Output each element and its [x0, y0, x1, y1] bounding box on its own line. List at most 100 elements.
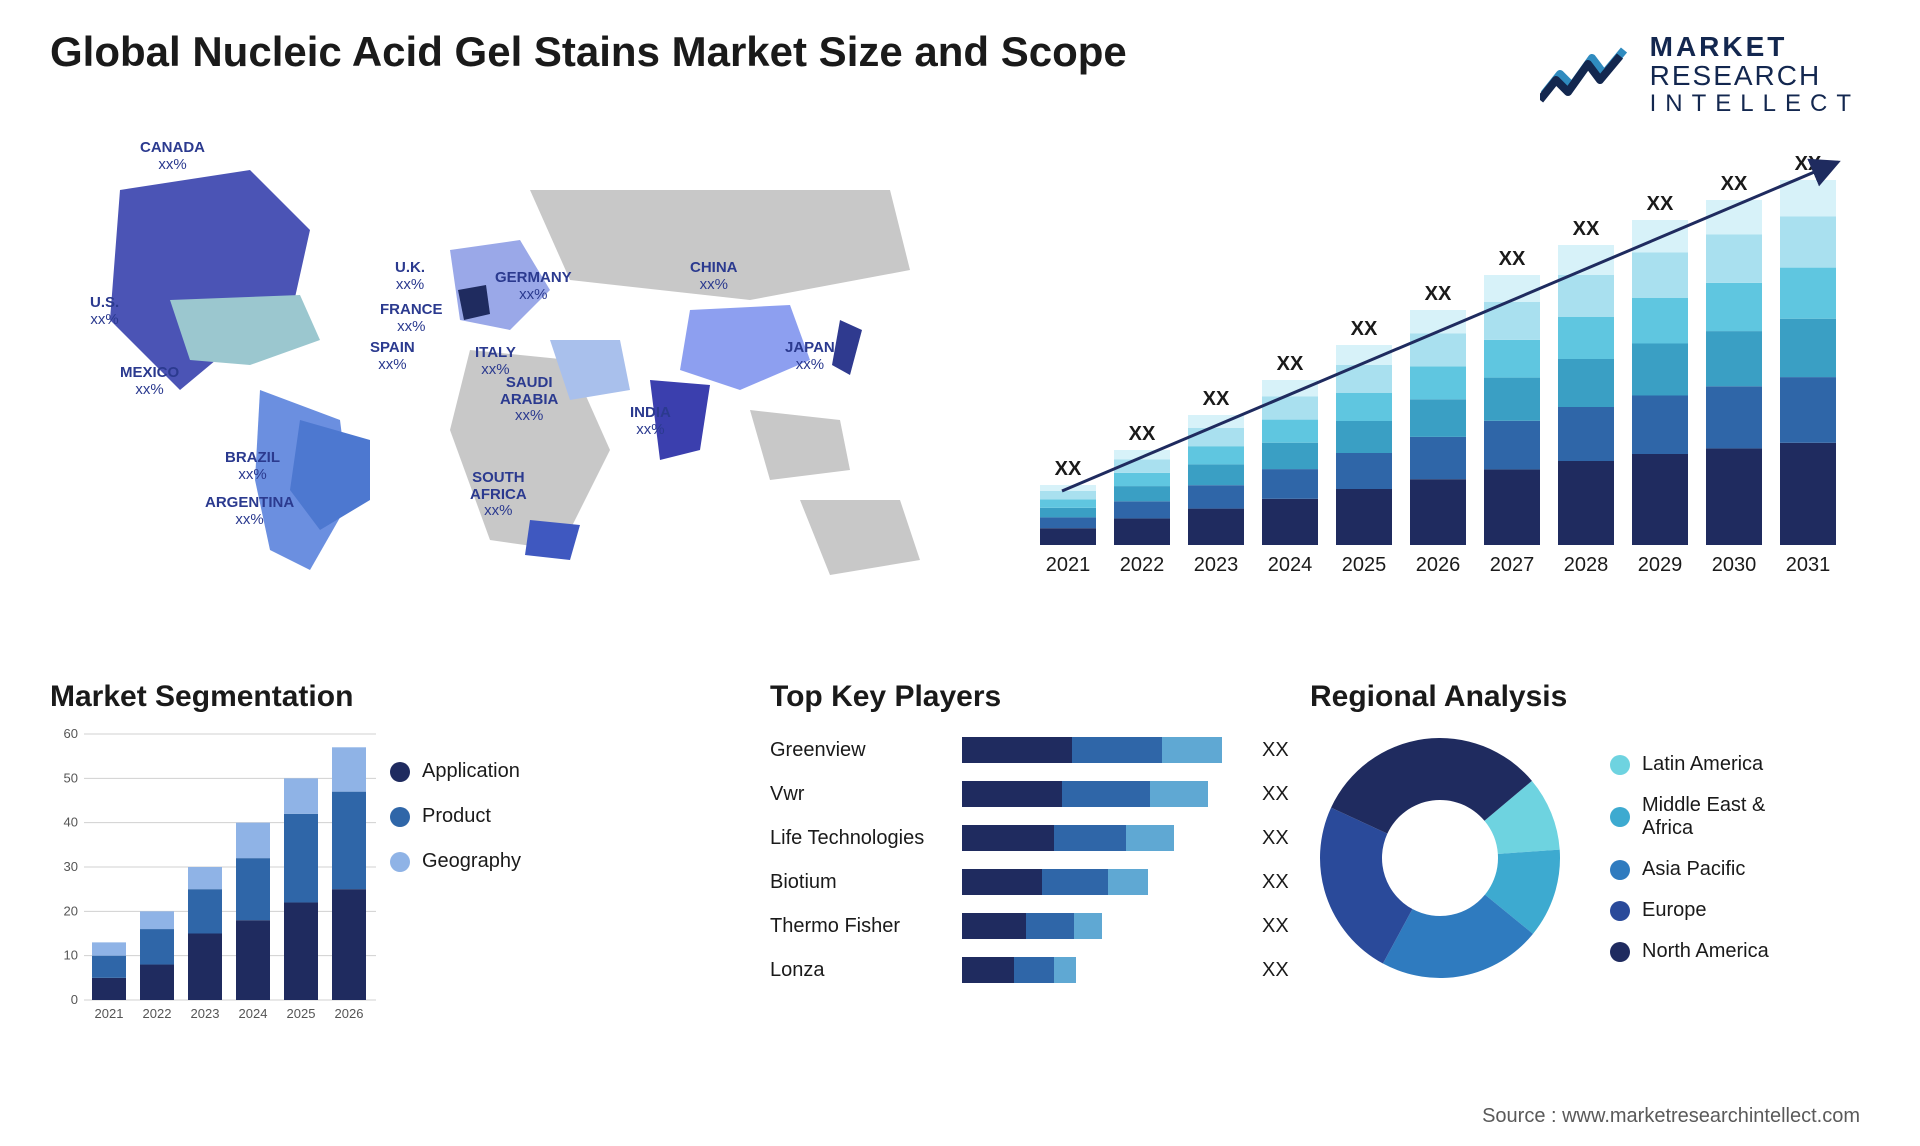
growth-bar-label: XX: [1129, 423, 1156, 445]
player-bar-seg: [962, 781, 1062, 807]
growth-bar-label: XX: [1573, 218, 1600, 240]
legend-swatch: [390, 852, 410, 872]
legend-label: Asia Pacific: [1642, 858, 1745, 881]
growth-bar-label: XX: [1721, 173, 1748, 195]
player-row: GreenviewXX: [770, 728, 1290, 772]
player-bar-seg: [962, 913, 1026, 939]
growth-bar-seg: [1632, 344, 1688, 396]
seg-bar-seg: [92, 942, 126, 955]
growth-bar-seg: [1410, 399, 1466, 437]
player-name: Life Technologies: [770, 827, 946, 850]
map-label-name: CHINA: [690, 259, 738, 276]
player-bar-seg: [1162, 737, 1222, 763]
growth-bar-seg: [1262, 420, 1318, 443]
map-label-name: MEXICO: [120, 364, 179, 381]
growth-bar-seg: [1262, 499, 1318, 545]
map-label-pct: xx%: [120, 382, 179, 399]
growth-bar-seg: [1040, 517, 1096, 528]
player-name: Lonza: [770, 959, 946, 982]
growth-bar-seg: [1114, 486, 1170, 501]
player-bar-seg: [1054, 825, 1126, 851]
seg-xtick: 2026: [335, 1006, 364, 1021]
growth-bar-seg: [1706, 448, 1762, 545]
player-value: XX: [1262, 915, 1289, 938]
player-row: VwrXX: [770, 772, 1290, 816]
page-title: Global Nucleic Acid Gel Stains Market Si…: [50, 28, 1127, 76]
legend-label: Middle East &Africa: [1642, 794, 1765, 840]
player-bar: [962, 825, 1242, 851]
player-bar-seg: [1026, 913, 1074, 939]
growth-bar-seg: [1558, 461, 1614, 545]
growth-bar-seg: [1188, 464, 1244, 485]
legend-swatch: [1610, 807, 1630, 827]
map-label-name: CANADA: [140, 139, 205, 156]
logo-line-3: INTELLECT: [1650, 91, 1860, 116]
seg-ytick: 0: [71, 992, 78, 1007]
map-label-name: SPAIN: [370, 339, 415, 356]
seg-ytick: 60: [64, 728, 78, 741]
growth-bar-seg: [1188, 446, 1244, 464]
growth-bar-seg: [1706, 283, 1762, 331]
growth-year-label: 2024: [1268, 554, 1313, 576]
legend-swatch: [1610, 901, 1630, 921]
seg-bar-seg: [284, 902, 318, 1000]
growth-bar-seg: [1114, 501, 1170, 518]
regional-legend: Latin America Middle East &Africa Asia Pac…: [1610, 753, 1769, 963]
regional-title: Regional Analysis: [1310, 680, 1880, 714]
seg-legend-item: Geography: [390, 850, 521, 873]
growth-bar-seg: [1780, 319, 1836, 377]
map-label: SAUDIARABIAxx%: [500, 375, 558, 425]
player-bar: [962, 913, 1242, 939]
player-name: Biotium: [770, 871, 946, 894]
map-label: GERMANYxx%: [495, 270, 572, 303]
map-label: INDIAxx%: [630, 405, 671, 438]
logo-line-1: MARKET: [1650, 32, 1860, 61]
growth-bar-label: XX: [1203, 388, 1230, 410]
growth-bar-seg: [1336, 421, 1392, 453]
map-label-pct: xx%: [495, 287, 572, 304]
logo-line-2: RESEARCH: [1650, 61, 1860, 90]
growth-bar-seg: [1114, 518, 1170, 545]
growth-year-label: 2027: [1490, 554, 1535, 576]
seg-xtick: 2025: [287, 1006, 316, 1021]
players-panel: Top Key Players GreenviewXXVwrXXLife Tec…: [770, 680, 1290, 1050]
seg-bar-seg: [332, 792, 366, 890]
map-label-pct: xx%: [395, 277, 425, 294]
seg-legend-item: Product: [390, 805, 521, 828]
player-value: XX: [1262, 871, 1289, 894]
growth-bar-seg: [1040, 508, 1096, 518]
map-label: U.K.xx%: [395, 260, 425, 293]
growth-bar-seg: [1632, 396, 1688, 455]
map-label-pct: xx%: [630, 422, 671, 439]
growth-bar-seg: [1484, 469, 1540, 545]
seg-bar-seg: [236, 858, 270, 920]
growth-bar-seg: [1632, 298, 1688, 344]
map-region-us: [170, 295, 320, 365]
player-bar-seg: [962, 869, 1042, 895]
map-region-japan: [832, 320, 862, 375]
growth-year-label: 2023: [1194, 554, 1239, 576]
player-row: Thermo FisherXX: [770, 904, 1290, 948]
growth-bar-seg: [1336, 393, 1392, 421]
map-label: U.S.xx%: [90, 295, 119, 328]
growth-bar-seg: [1188, 485, 1244, 508]
brand-logo-mark: [1540, 42, 1636, 106]
map-label: CANADAxx%: [140, 140, 205, 173]
player-value: XX: [1262, 783, 1289, 806]
region-legend-item: Middle East &Africa: [1610, 794, 1769, 840]
growth-bar-seg: [1780, 268, 1836, 319]
segmentation-chart: 0102030405060202120222023202420252026: [50, 728, 380, 1028]
legend-label: North America: [1642, 940, 1769, 963]
map-label: FRANCExx%: [380, 302, 443, 335]
seg-ytick: 30: [64, 859, 78, 874]
growth-bar-label: XX: [1351, 318, 1378, 340]
seg-xtick: 2021: [95, 1006, 124, 1021]
growth-bar-label: XX: [1499, 248, 1526, 270]
regional-panel: Regional Analysis Latin America Middle Ea…: [1310, 680, 1880, 1050]
player-value: XX: [1262, 739, 1289, 762]
legend-label: Latin America: [1642, 753, 1763, 776]
seg-ytick: 20: [64, 903, 78, 918]
seg-xtick: 2022: [143, 1006, 172, 1021]
world-map-panel: CANADAxx%U.S.xx%MEXICOxx%BRAZILxx%ARGENT…: [50, 130, 950, 610]
players-list: GreenviewXXVwrXX Life Technologies XX Bioti…: [770, 728, 1290, 992]
